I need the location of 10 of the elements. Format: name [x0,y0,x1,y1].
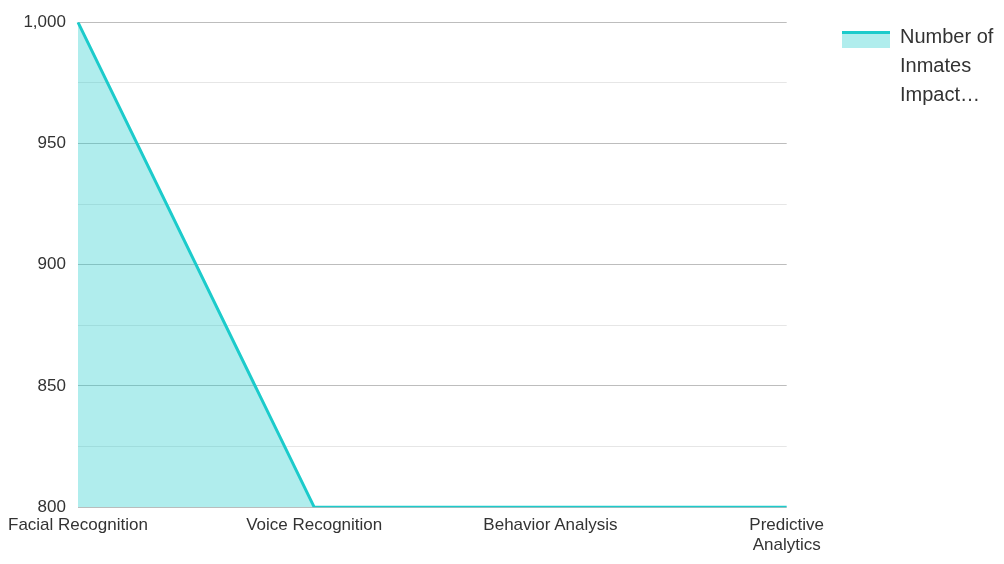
y-tick-label: 950 [37,133,66,153]
x-tick-label: Facial Recognition [8,515,148,535]
y-tick-label: 800 [37,496,66,516]
x-tick-label: Behavior Analysis [483,515,618,535]
legend-label: Number of Inmates Impact… [900,24,995,107]
x-tick-label: Predictive Analytics [749,515,824,555]
y-tick-label: 850 [37,375,66,395]
x-tick-label: Voice Recognition [246,515,383,535]
y-tick-label: 1,000 [23,11,66,31]
y-tick-label: 900 [37,254,66,274]
